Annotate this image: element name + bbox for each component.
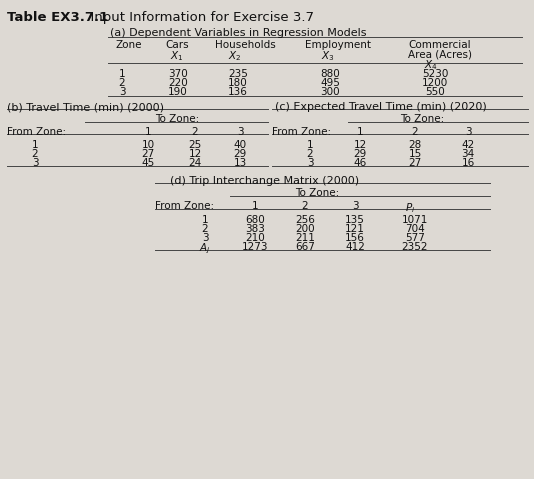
Text: 2: 2 (32, 149, 38, 159)
Text: 3: 3 (352, 201, 358, 211)
Text: 1: 1 (145, 127, 151, 137)
Text: $P_i$: $P_i$ (405, 201, 415, 215)
Text: 29: 29 (233, 149, 247, 159)
Text: 28: 28 (409, 140, 422, 150)
Text: 24: 24 (189, 158, 202, 168)
Text: To Zone:: To Zone: (295, 188, 339, 198)
Text: 1: 1 (357, 127, 363, 137)
Text: 880: 880 (320, 69, 340, 79)
Text: 1273: 1273 (242, 242, 268, 252)
Text: 40: 40 (233, 140, 247, 150)
Text: 3: 3 (465, 127, 472, 137)
Text: 2: 2 (307, 149, 313, 159)
Text: (d) Trip Interchange Matrix (2000): (d) Trip Interchange Matrix (2000) (170, 176, 359, 186)
Text: 3: 3 (32, 158, 38, 168)
Text: 2: 2 (302, 201, 308, 211)
Text: 121: 121 (345, 224, 365, 234)
Text: 680: 680 (245, 215, 265, 225)
Text: 3: 3 (237, 127, 244, 137)
Text: 5230: 5230 (422, 69, 448, 79)
Text: 25: 25 (189, 140, 202, 150)
Text: 2: 2 (192, 127, 198, 137)
Text: 300: 300 (320, 87, 340, 97)
Text: From Zone:: From Zone: (155, 201, 214, 211)
Text: 370: 370 (168, 69, 188, 79)
Text: 211: 211 (295, 233, 315, 243)
Text: 2: 2 (202, 224, 208, 234)
Text: 46: 46 (354, 158, 367, 168)
Text: Zone: Zone (115, 40, 142, 50)
Text: 200: 200 (295, 224, 315, 234)
Text: 2: 2 (119, 78, 125, 88)
Text: 135: 135 (345, 215, 365, 225)
Text: 1: 1 (307, 140, 313, 150)
Text: Area (Acres): Area (Acres) (408, 49, 472, 59)
Text: 16: 16 (461, 158, 475, 168)
Text: (c) Expected Travel Time (min) (2020): (c) Expected Travel Time (min) (2020) (275, 102, 487, 112)
Text: 2: 2 (412, 127, 418, 137)
Text: 3: 3 (307, 158, 313, 168)
Text: 45: 45 (142, 158, 155, 168)
Text: 27: 27 (409, 158, 422, 168)
Text: 1200: 1200 (422, 78, 448, 88)
Text: 3: 3 (119, 87, 125, 97)
Text: 210: 210 (245, 233, 265, 243)
Text: 235: 235 (228, 69, 248, 79)
Text: 383: 383 (245, 224, 265, 234)
Text: 12: 12 (189, 149, 202, 159)
Text: 1: 1 (119, 69, 125, 79)
Text: 180: 180 (228, 78, 248, 88)
Text: 13: 13 (233, 158, 247, 168)
Text: $A_j$: $A_j$ (199, 242, 211, 256)
Text: 577: 577 (405, 233, 425, 243)
Text: Table EX3.7.1: Table EX3.7.1 (7, 11, 108, 24)
Text: 704: 704 (405, 224, 425, 234)
Text: 1071: 1071 (402, 215, 428, 225)
Text: 34: 34 (461, 149, 475, 159)
Text: 15: 15 (409, 149, 422, 159)
Text: Input Information for Exercise 3.7: Input Information for Exercise 3.7 (82, 11, 314, 24)
Text: From Zone:: From Zone: (272, 127, 331, 137)
Text: (a) Dependent Variables in Regression Models: (a) Dependent Variables in Regression Mo… (110, 28, 366, 38)
Text: 27: 27 (142, 149, 155, 159)
Text: Employment: Employment (305, 40, 371, 50)
Text: 256: 256 (295, 215, 315, 225)
Text: $X_3$: $X_3$ (321, 49, 335, 63)
Text: Households: Households (215, 40, 276, 50)
Text: 10: 10 (142, 140, 154, 150)
Text: Cars: Cars (165, 40, 189, 50)
Text: To Zone:: To Zone: (155, 114, 199, 124)
Text: 667: 667 (295, 242, 315, 252)
Text: 190: 190 (168, 87, 188, 97)
Text: 12: 12 (354, 140, 367, 150)
Text: 136: 136 (228, 87, 248, 97)
Text: $X_2$: $X_2$ (228, 49, 241, 63)
Text: 29: 29 (354, 149, 367, 159)
Text: 3: 3 (202, 233, 208, 243)
Text: Commercial: Commercial (408, 40, 470, 50)
Text: 1: 1 (202, 215, 208, 225)
Text: 550: 550 (425, 87, 445, 97)
Text: 412: 412 (345, 242, 365, 252)
Text: $X_1$: $X_1$ (170, 49, 184, 63)
Text: $X_4$: $X_4$ (424, 58, 438, 72)
Text: From Zone:: From Zone: (7, 127, 66, 137)
Text: 156: 156 (345, 233, 365, 243)
Text: 1: 1 (252, 201, 258, 211)
Text: (b) Travel Time (min) (2000): (b) Travel Time (min) (2000) (7, 102, 164, 112)
Text: 220: 220 (168, 78, 188, 88)
Text: To Zone:: To Zone: (400, 114, 444, 124)
Text: 495: 495 (320, 78, 340, 88)
Text: 42: 42 (461, 140, 475, 150)
Text: 2352: 2352 (402, 242, 428, 252)
Text: 1: 1 (32, 140, 38, 150)
